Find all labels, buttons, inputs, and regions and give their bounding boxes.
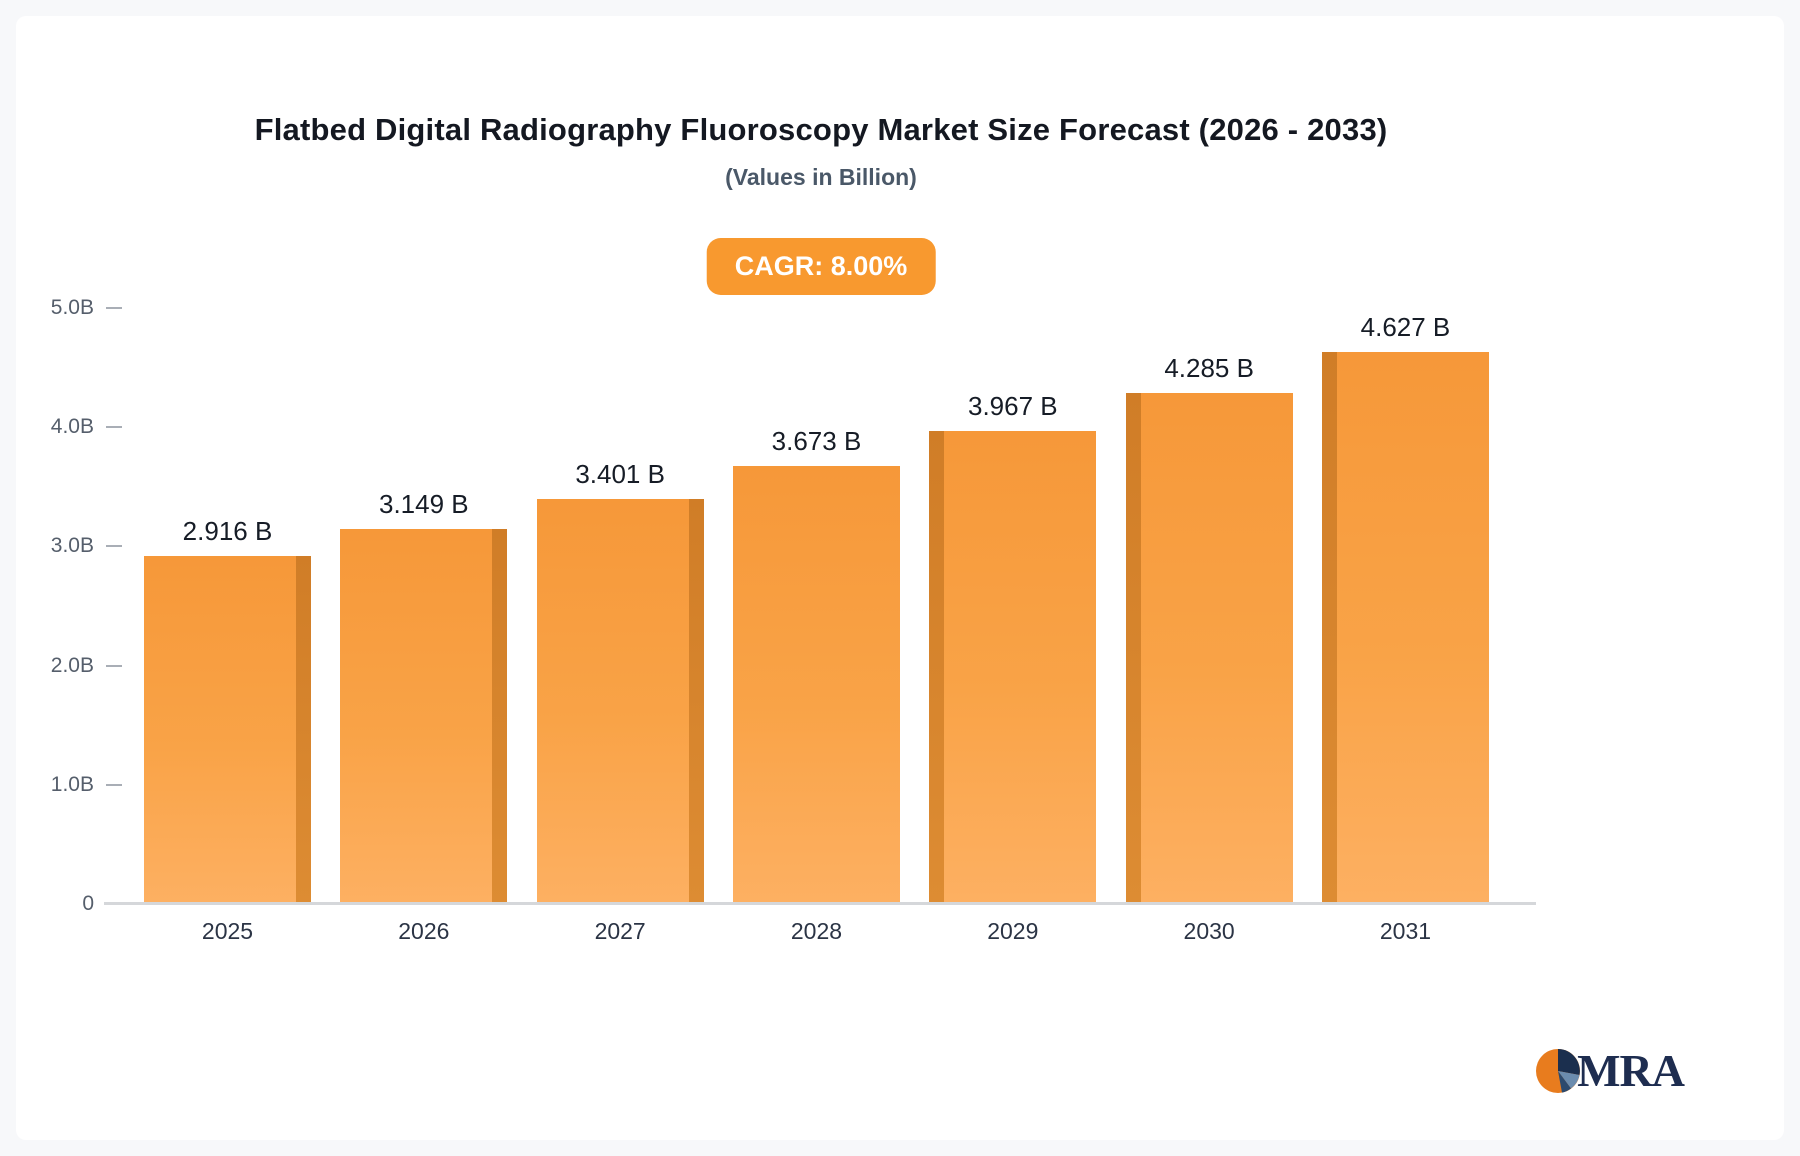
x-axis-line: [104, 902, 1536, 905]
bar-side-shade: [688, 498, 704, 904]
chart-subtitle: (Values in Billion): [725, 164, 917, 190]
y-tick-mark: [106, 664, 122, 667]
bar: 3.673 B: [732, 426, 900, 904]
bar: 3.149 B: [340, 489, 508, 904]
y-tick-mark: [106, 307, 122, 309]
bar-side-shade: [296, 556, 311, 904]
brand-logo: MRA: [1535, 1045, 1685, 1096]
chart-title: Flatbed Digital Radiography Fluoroscopy …: [254, 112, 1388, 147]
y-tick-mark: [106, 545, 122, 548]
y-tick-label: 2.0B: [50, 653, 94, 677]
x-axis-label: 2027: [594, 918, 646, 944]
y-tick-mark: [106, 426, 122, 429]
bar-side-shade: [1125, 393, 1141, 904]
bar: 3.401 B: [536, 459, 704, 904]
bar-face: [340, 528, 508, 904]
bar-face: [1125, 393, 1293, 904]
bar: 3.967 B: [929, 391, 1097, 904]
y-tick-label: 0: [82, 892, 94, 915]
bar-face: [929, 431, 1097, 904]
y-tick-label: 5.0B: [50, 296, 94, 319]
y-tick-label: 1.0B: [50, 772, 94, 796]
x-axis-label: 2030: [1183, 918, 1235, 944]
bar-side-shade: [492, 528, 508, 904]
bar-value-label: 2.916 B: [182, 516, 273, 547]
bar-value-label: 4.627 B: [1360, 312, 1451, 343]
cagr-badge: CAGR: 8.00%: [706, 238, 936, 295]
bar-value-label: 3.967 B: [967, 391, 1058, 422]
chart-card: Flatbed Digital Radiography Fluoroscopy …: [16, 16, 1784, 1140]
x-axis-label: 2031: [1379, 918, 1432, 944]
bar-side-shade: [1321, 352, 1337, 904]
y-axis: 5.0B 4.0B 3.0B 2.0B 1.0B 0: [16, 296, 126, 915]
pie-logo-icon: [1536, 1049, 1581, 1093]
bar-value-label: 3.673 B: [771, 426, 862, 457]
bar-face: [536, 498, 704, 904]
bar-face: [732, 466, 900, 904]
bar-value-label: 3.149 B: [379, 488, 469, 519]
bar-value-label: 3.401 B: [575, 458, 665, 489]
x-axis-label: 2029: [987, 918, 1039, 944]
y-tick-label: 4.0B: [50, 415, 94, 439]
x-axis-labels: 2025 2026 2027 2028 2029 2030 2031: [144, 918, 1489, 945]
bar-face: [144, 556, 311, 904]
bar: 2.916 B: [144, 516, 311, 904]
bar-face: [1321, 352, 1489, 904]
x-axis-label: 2026: [398, 918, 450, 944]
plot-area: 2.916 B 3.149 B 3.401 B 3.673 B 3.967 B 4.285…: [144, 308, 1489, 904]
x-axis-label: 2025: [201, 918, 254, 944]
logo-text: MRA: [1577, 1045, 1685, 1096]
bar: 4.627 B: [1321, 312, 1489, 904]
x-axis-label: 2028: [790, 918, 843, 944]
bar-side-shade: [929, 431, 945, 904]
y-tick-mark: [106, 783, 122, 786]
bar-value-label: 4.285 B: [1164, 353, 1254, 384]
bar: 4.285 B: [1125, 353, 1293, 904]
y-tick-label: 3.0B: [50, 534, 94, 558]
